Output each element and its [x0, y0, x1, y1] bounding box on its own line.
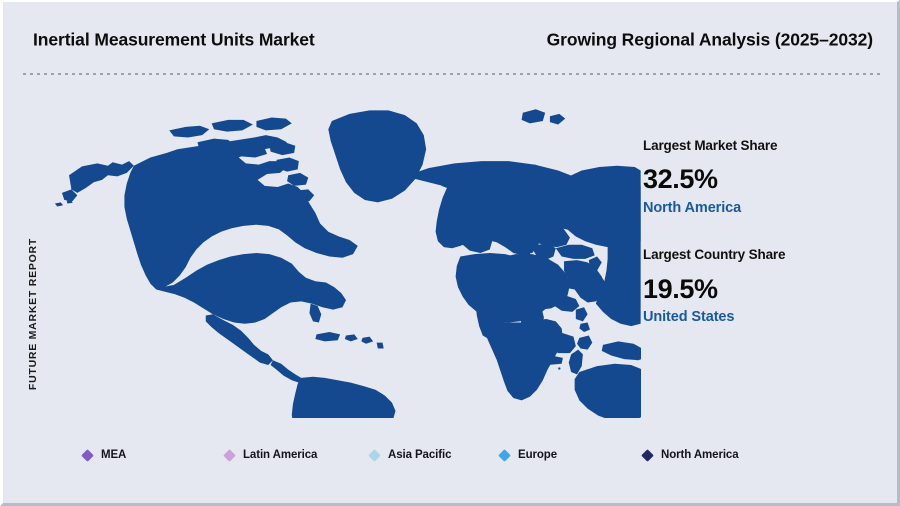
world-map-svg — [54, 109, 641, 418]
legend-item-mea: MEA — [81, 448, 127, 462]
legend-diamond-icon — [498, 448, 511, 462]
map-landmasses-east — [404, 161, 641, 418]
legend-label: Europe — [518, 449, 558, 461]
legend-label: North America — [661, 449, 739, 461]
stat-value: 19.5% — [643, 273, 718, 304]
header-bar: Inertial Measurement Units Market Growin… — [3, 2, 897, 75]
world-map-container — [51, 88, 641, 418]
stats-panel: Largest Market Share 32.5% North America… — [643, 138, 883, 327]
stat-label: Largest Market Share — [643, 138, 778, 153]
stat-block-country-share: Largest Country Share 19.5% United State… — [643, 247, 883, 326]
legend-diamond-icon — [223, 448, 236, 462]
page-title: Inertial Measurement Units Market — [33, 29, 315, 50]
map-legend: MEA Latin America Asia Pacific Europe No… — [81, 448, 783, 469]
stat-region: United States — [643, 309, 735, 326]
header-subtitle: Growing Regional Analysis (2025–2032) — [546, 29, 873, 50]
brand-vertical-label: FUTURE MARKET REPORT — [27, 238, 39, 391]
legend-item-north-america: North America — [641, 448, 739, 462]
legend-item-latin-america: Latin America — [223, 448, 318, 462]
stat-value: 32.5% — [643, 164, 718, 195]
legend-diamond-icon — [81, 448, 94, 462]
legend-label: MEA — [101, 449, 127, 461]
legend-item-asia-pacific: Asia Pacific — [368, 448, 452, 462]
header-divider — [23, 73, 883, 75]
legend-label: Latin America — [243, 449, 318, 461]
stat-label: Largest Country Share — [643, 247, 786, 263]
legend-diamond-icon — [368, 448, 381, 462]
stat-block-market-share: Largest Market Share 32.5% North America — [643, 138, 883, 217]
stat-region: North America — [643, 199, 742, 216]
legend-diamond-icon — [641, 448, 654, 462]
legend-item-europe: Europe — [498, 448, 558, 462]
legend-label: Asia Pacific — [388, 449, 452, 461]
